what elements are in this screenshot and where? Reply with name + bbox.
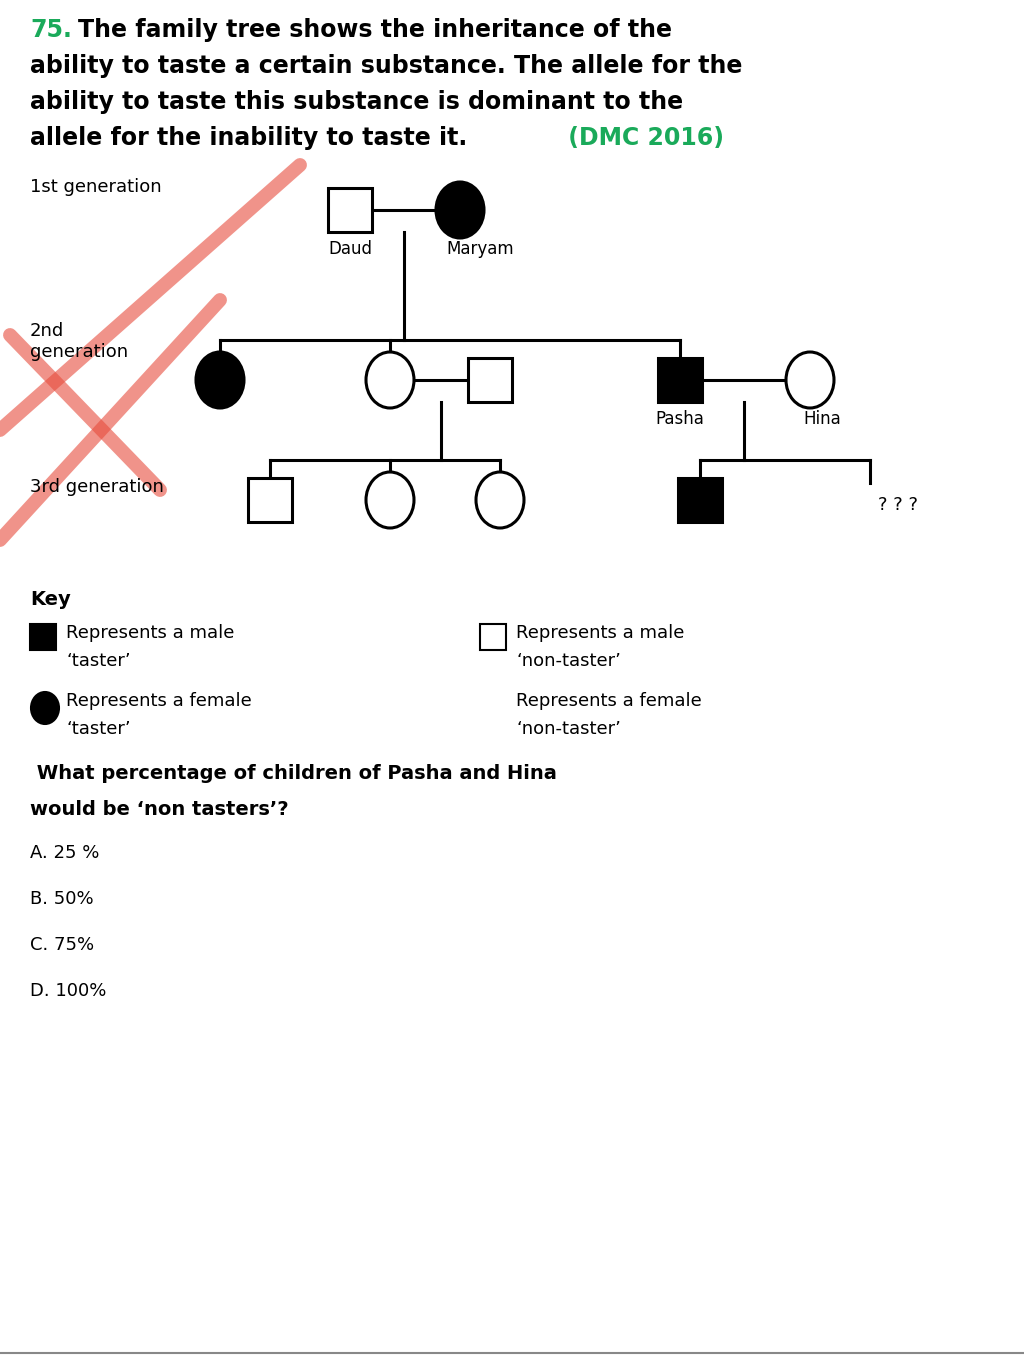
- Text: Maryam: Maryam: [446, 240, 514, 259]
- Text: 75.: 75.: [30, 18, 72, 42]
- Text: ability to taste a certain substance. The allele for the: ability to taste a certain substance. Th…: [30, 54, 742, 78]
- Text: 2nd
generation: 2nd generation: [30, 323, 128, 361]
- Bar: [328, 188, 372, 231]
- Text: ‘taster’: ‘taster’: [66, 720, 131, 738]
- Text: What percentage of children of Pasha and Hina: What percentage of children of Pasha and…: [30, 764, 557, 783]
- Text: Key: Key: [30, 591, 71, 608]
- Ellipse shape: [436, 182, 484, 238]
- Text: ‘taster’: ‘taster’: [66, 652, 131, 670]
- Text: 3rd generation: 3rd generation: [30, 478, 164, 495]
- Text: Represents a male: Represents a male: [516, 623, 684, 642]
- Text: B. 50%: B. 50%: [30, 890, 93, 908]
- Text: Represents a female: Represents a female: [516, 691, 701, 710]
- Ellipse shape: [31, 691, 59, 724]
- Text: 1st generation: 1st generation: [30, 178, 162, 196]
- Bar: [678, 478, 722, 523]
- Ellipse shape: [366, 472, 414, 528]
- Text: ? ? ?: ? ? ?: [878, 495, 918, 514]
- Text: (DMC 2016): (DMC 2016): [560, 127, 724, 150]
- Text: ‘non-taster’: ‘non-taster’: [516, 652, 621, 670]
- Text: allele for the inability to taste it.: allele for the inability to taste it.: [30, 127, 467, 150]
- Text: ability to taste this substance is dominant to the: ability to taste this substance is domin…: [30, 90, 683, 114]
- Ellipse shape: [196, 352, 244, 408]
- Text: The family tree shows the inheritance of the: The family tree shows the inheritance of…: [78, 18, 672, 42]
- Text: Daud: Daud: [328, 240, 372, 259]
- Ellipse shape: [476, 472, 524, 528]
- Bar: [248, 478, 292, 523]
- Text: Represents a female: Represents a female: [66, 691, 252, 710]
- Text: ‘non-taster’: ‘non-taster’: [516, 720, 621, 738]
- Text: Represents a male: Represents a male: [66, 623, 234, 642]
- Bar: [468, 358, 512, 401]
- Text: would be ‘non tasters’?: would be ‘non tasters’?: [30, 800, 289, 819]
- Text: Pasha: Pasha: [655, 410, 705, 427]
- Text: D. 100%: D. 100%: [30, 983, 106, 1000]
- Text: A. 25 %: A. 25 %: [30, 844, 99, 862]
- Bar: [480, 623, 506, 651]
- Bar: [30, 623, 56, 651]
- Text: C. 75%: C. 75%: [30, 936, 94, 954]
- Bar: [658, 358, 702, 401]
- Ellipse shape: [366, 352, 414, 408]
- Ellipse shape: [786, 352, 834, 408]
- Text: Hina: Hina: [803, 410, 841, 427]
